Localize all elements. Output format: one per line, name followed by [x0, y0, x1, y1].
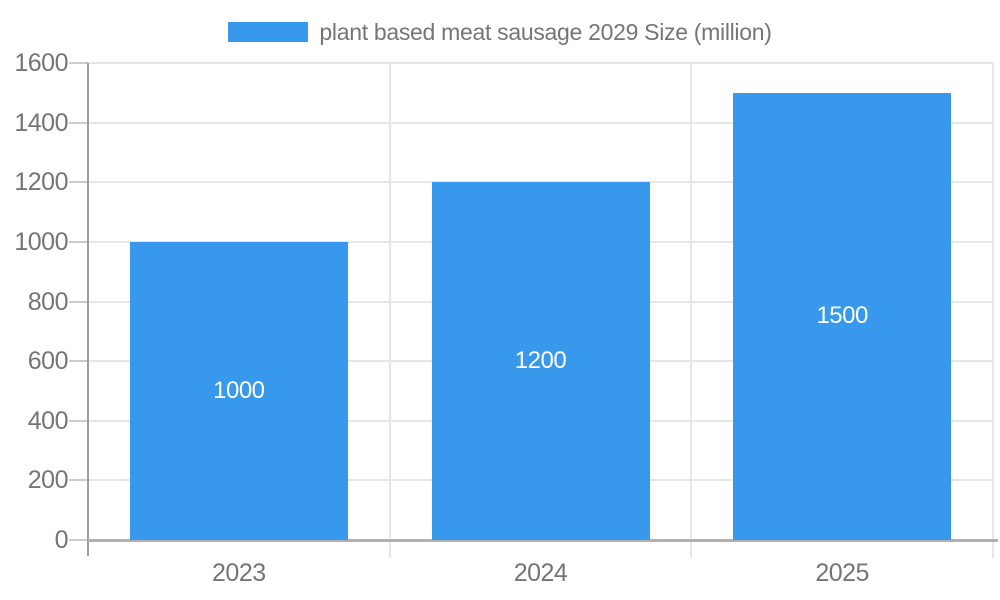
y-axis-tick-label: 400 — [27, 406, 69, 435]
gridline-vertical — [992, 63, 994, 540]
x-axis-label-2025: 2025 — [815, 559, 869, 587]
x-axis-tick-mark — [388, 542, 391, 558]
x-axis-tick-mark — [690, 542, 693, 558]
gridline-vertical — [388, 63, 391, 540]
bar-2025[interactable]: 1500 — [733, 92, 952, 540]
bar-2024[interactable]: 1200 — [431, 182, 650, 540]
y-axis-tick-mark — [69, 479, 88, 482]
chart-legend[interactable]: plant based meat sausage 2029 Size (mill… — [0, 18, 1000, 45]
gridline-horizontal — [88, 62, 993, 64]
y-axis-line — [87, 63, 89, 556]
y-axis-tick-mark — [69, 539, 88, 541]
legend-swatch-icon — [228, 22, 309, 42]
y-axis-tick-label: 0 — [54, 526, 69, 554]
y-axis-tick-label: 1600 — [14, 49, 68, 77]
bar-2023[interactable]: 1000 — [129, 241, 348, 540]
y-axis-tick-label: 1000 — [14, 227, 68, 256]
y-axis-tick-mark — [69, 300, 88, 303]
gridline-horizontal — [88, 121, 993, 124]
y-axis-tick-mark — [69, 240, 88, 243]
x-axis-tick-mark — [992, 542, 994, 558]
gridline-vertical — [690, 63, 693, 540]
bar-value-label: 1500 — [816, 302, 868, 330]
y-axis-tick-label: 1400 — [14, 108, 68, 137]
y-axis-tick-label: 200 — [27, 466, 69, 495]
y-axis-tick-mark — [69, 181, 88, 184]
y-axis-tick-mark — [69, 121, 88, 124]
x-axis-line — [88, 539, 998, 542]
y-axis-tick-label: 600 — [27, 347, 69, 376]
x-axis-label-2024: 2024 — [513, 559, 568, 587]
y-axis-tick-mark — [69, 62, 88, 64]
y-axis-tick-mark — [69, 360, 88, 363]
y-axis-tick-mark — [69, 419, 88, 422]
y-axis-tick-label: 800 — [27, 287, 69, 316]
x-axis-label-2023: 2023 — [212, 559, 266, 587]
bar-value-label: 1000 — [213, 376, 265, 404]
bar-value-label: 1200 — [514, 347, 567, 375]
y-axis-tick-label: 1200 — [14, 168, 68, 197]
legend-label: plant based meat sausage 2029 Size (mill… — [319, 18, 772, 45]
